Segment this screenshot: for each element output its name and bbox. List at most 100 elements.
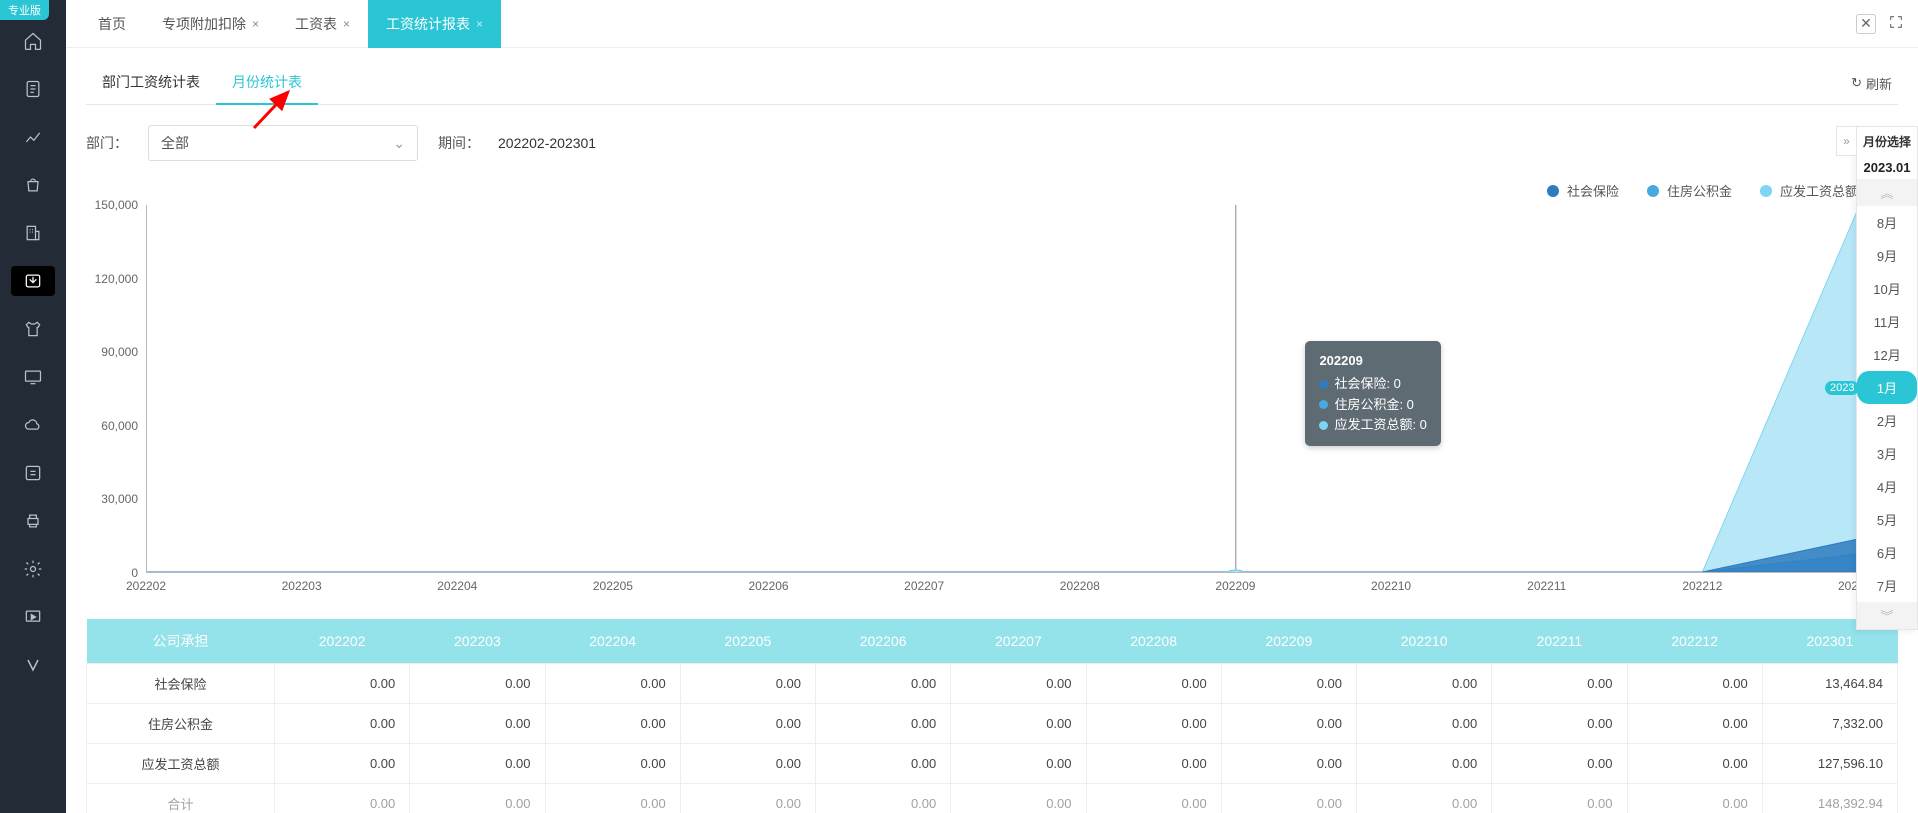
data-table: 公司承担202202202203202204202205202206202207… (86, 619, 1898, 813)
table-header-first: 公司承担 (87, 619, 275, 664)
y-tick: 0 (131, 566, 138, 580)
table-row: 合计0.000.000.000.000.000.000.000.000.000.… (87, 784, 1898, 813)
cell: 0.00 (1086, 664, 1221, 704)
x-axis: 2022022022032022042022052022062022072022… (146, 573, 1858, 601)
tab-首页[interactable]: 首页 (80, 0, 144, 48)
x-tick: 202202 (126, 579, 166, 593)
close-icon[interactable]: × (343, 17, 350, 31)
cell: 127,596.10 (1762, 744, 1897, 784)
month-panel-collapse[interactable]: » (1836, 126, 1856, 156)
nav-screen-icon[interactable] (11, 362, 55, 392)
cell: 148,392.94 (1762, 784, 1897, 813)
cell: 0.00 (1086, 704, 1221, 744)
legend-label: 社会保险 (1567, 181, 1619, 200)
month-option[interactable]: 4月 (1857, 470, 1917, 503)
tabs-bar: 首页专项附加扣除×工资表× 工资统计报表 × ✕ (66, 0, 1918, 48)
period-value: 202202-202301 (498, 135, 596, 151)
nav-play-icon[interactable] (11, 602, 55, 632)
table-header: 202205 (680, 619, 815, 664)
cell: 0.00 (1221, 704, 1356, 744)
month-option[interactable]: 11月 (1857, 305, 1917, 338)
month-panel-title: 月份选择 (1857, 127, 1917, 156)
cell: 0.00 (1357, 744, 1492, 784)
tab-label: 工资统计报表 (386, 14, 470, 34)
nav-transfer-icon[interactable] (11, 458, 55, 488)
cell: 13,464.84 (1762, 664, 1897, 704)
month-option[interactable]: 5月 (1857, 503, 1917, 536)
nav-building-icon[interactable] (11, 218, 55, 248)
y-tick: 120,000 (95, 272, 138, 286)
cell: 0.00 (1627, 704, 1762, 744)
nav-salary-icon[interactable] (11, 266, 55, 296)
nav-settings-icon[interactable] (11, 554, 55, 584)
dept-select[interactable]: 全部 ⌄ (148, 125, 418, 161)
month-up-button[interactable]: ︽ (1857, 179, 1917, 206)
close-icon[interactable]: × (252, 17, 259, 31)
month-option[interactable]: 8月 (1857, 206, 1917, 239)
cell: 0.00 (275, 664, 410, 704)
table-row: 住房公积金0.000.000.000.000.000.000.000.000.0… (87, 704, 1898, 744)
legend-label: 应发工资总额 (1780, 181, 1858, 200)
cell: 0.00 (1357, 704, 1492, 744)
nav-shirt-icon[interactable] (11, 314, 55, 344)
nav-chart-icon[interactable] (11, 122, 55, 152)
refresh-button[interactable]: ↻ 刷新 (1845, 62, 1898, 104)
refresh-icon: ↻ (1851, 75, 1862, 91)
legend-item[interactable]: 住房公积金 (1647, 181, 1732, 200)
edition-badge: 专业版 (0, 0, 49, 20)
close-all-tabs-button[interactable]: ✕ (1856, 14, 1876, 34)
tab-专项附加扣除[interactable]: 专项附加扣除× (144, 0, 277, 48)
row-name: 社会保险 (87, 664, 275, 704)
cell: 0.00 (680, 664, 815, 704)
cell: 0.00 (816, 664, 951, 704)
tab-工资表[interactable]: 工资表× (277, 0, 368, 48)
cell: 0.00 (545, 704, 680, 744)
nav-doc-icon[interactable] (11, 74, 55, 104)
sidebar (0, 0, 66, 813)
cell: 0.00 (1627, 784, 1762, 813)
month-option[interactable]: 9月 (1857, 239, 1917, 272)
nav-cloud-icon[interactable] (11, 410, 55, 440)
row-name: 应发工资总额 (87, 744, 275, 784)
month-option[interactable]: 20231月 (1857, 371, 1917, 404)
month-down-button[interactable]: ︾ (1857, 602, 1917, 629)
cell: 0.00 (545, 664, 680, 704)
cell: 0.00 (951, 704, 1086, 744)
tab-label: 首页 (98, 14, 126, 34)
table-header: 202207 (951, 619, 1086, 664)
legend-item[interactable]: 应发工资总额 (1760, 181, 1858, 200)
subtab-month[interactable]: 月份统计表 (216, 62, 318, 104)
subtab-department[interactable]: 部门工资统计表 (86, 62, 216, 104)
x-tick: 202204 (437, 579, 477, 593)
month-option[interactable]: 7月 (1857, 569, 1917, 602)
tab-工资统计报表[interactable]: 工资统计报表 × (368, 0, 501, 48)
nav-print-icon[interactable] (11, 506, 55, 536)
month-panel-year: 2023.01 (1857, 156, 1917, 179)
nav-bag-icon[interactable] (11, 170, 55, 200)
y-tick: 90,000 (101, 345, 138, 359)
x-tick: 202203 (282, 579, 322, 593)
cell: 0.00 (816, 744, 951, 784)
dept-label: 部门： (86, 133, 128, 153)
table-header: 202208 (1086, 619, 1221, 664)
month-option[interactable]: 2月 (1857, 404, 1917, 437)
close-icon[interactable]: × (476, 17, 483, 31)
cell: 0.00 (816, 704, 951, 744)
month-option[interactable]: 10月 (1857, 272, 1917, 305)
month-option[interactable]: 3月 (1857, 437, 1917, 470)
table-row: 应发工资总额0.000.000.000.000.000.000.000.000.… (87, 744, 1898, 784)
y-tick: 150,000 (95, 198, 138, 212)
table-header: 202212 (1627, 619, 1762, 664)
legend-label: 住房公积金 (1667, 181, 1732, 200)
nav-v-icon[interactable] (11, 650, 55, 680)
fullscreen-icon[interactable] (1888, 14, 1904, 33)
month-option[interactable]: 12月 (1857, 338, 1917, 371)
cell: 0.00 (275, 784, 410, 813)
nav-home-icon[interactable] (11, 26, 55, 56)
cell: 0.00 (951, 664, 1086, 704)
table-row: 社会保险0.000.000.000.000.000.000.000.000.00… (87, 664, 1898, 704)
y-tick: 60,000 (101, 419, 138, 433)
month-option[interactable]: 6月 (1857, 536, 1917, 569)
legend-item[interactable]: 社会保险 (1547, 181, 1619, 200)
y-tick: 30,000 (101, 492, 138, 506)
